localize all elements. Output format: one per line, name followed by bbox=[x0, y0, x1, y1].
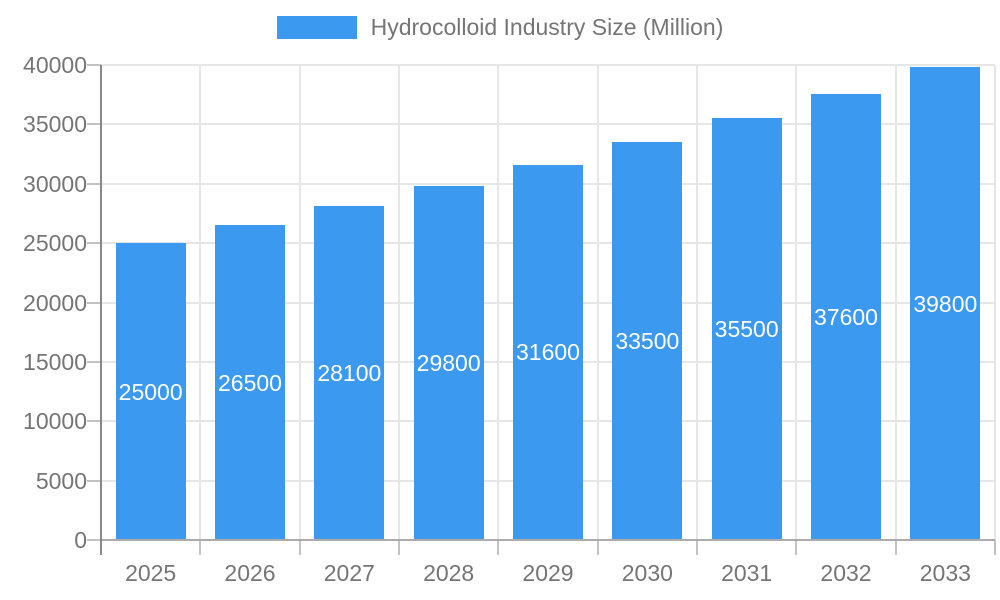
bar-2027[interactable] bbox=[314, 206, 385, 540]
y-axis-tick-label: 40000 bbox=[23, 52, 87, 78]
y-axis-line bbox=[100, 65, 102, 555]
x-axis-tick bbox=[696, 540, 698, 555]
legend-swatch bbox=[276, 16, 357, 39]
x-axis-tick bbox=[298, 540, 301, 555]
x-axis-category-label: 2030 bbox=[621, 560, 673, 586]
x-axis-category-label: 2032 bbox=[820, 560, 872, 586]
y-axis-tick bbox=[87, 420, 101, 423]
x-axis-tick bbox=[497, 540, 500, 555]
y-axis-tick bbox=[87, 479, 101, 482]
y-axis-tick bbox=[87, 360, 101, 363]
bar-value-label: 35500 bbox=[714, 316, 779, 343]
gridline-vertical bbox=[298, 65, 301, 540]
x-axis-line bbox=[101, 539, 995, 541]
x-axis-category-label: 2027 bbox=[323, 560, 375, 586]
y-axis-tick bbox=[87, 301, 101, 304]
legend-label: Hydrocolloid Industry Size (Million) bbox=[370, 14, 724, 40]
bar-value-label: 33500 bbox=[615, 328, 680, 355]
bar-value-label: 29800 bbox=[416, 350, 481, 377]
gridline-vertical bbox=[199, 65, 202, 540]
y-axis-tick-label: 15000 bbox=[23, 348, 87, 375]
y-axis-tick bbox=[87, 242, 101, 245]
x-axis-category-label: 2031 bbox=[721, 560, 773, 586]
gridline-vertical bbox=[497, 65, 500, 540]
bar-2030[interactable] bbox=[612, 142, 683, 540]
gridline-vertical bbox=[596, 65, 599, 540]
bar-2031[interactable] bbox=[711, 118, 782, 540]
x-axis-tick bbox=[795, 540, 798, 555]
bar-value-label: 31600 bbox=[516, 339, 580, 366]
gridline-vertical bbox=[795, 65, 798, 540]
bar-2029[interactable] bbox=[513, 164, 583, 540]
x-axis-tick bbox=[994, 540, 996, 555]
y-axis-tick bbox=[87, 64, 101, 66]
gridline-horizontal bbox=[101, 64, 995, 66]
x-axis-category-label: 2025 bbox=[125, 560, 177, 586]
x-axis-category-label: 2026 bbox=[224, 560, 276, 586]
bar-2033[interactable] bbox=[910, 67, 981, 540]
bar-value-label: 37600 bbox=[814, 303, 878, 330]
y-axis-tick-label: 0 bbox=[74, 527, 87, 553]
x-axis-category-label: 2028 bbox=[423, 560, 475, 586]
y-axis-tick bbox=[87, 182, 101, 185]
y-axis-tick bbox=[87, 539, 101, 541]
x-axis-tick bbox=[596, 540, 599, 555]
bar-2025[interactable] bbox=[115, 243, 186, 540]
bar-value-label: 26500 bbox=[218, 369, 282, 396]
y-axis-tick-label: 20000 bbox=[23, 289, 87, 316]
bar-2026[interactable] bbox=[215, 225, 285, 540]
y-axis-tick bbox=[87, 123, 101, 126]
bar-2032[interactable] bbox=[811, 93, 881, 540]
bar-value-label: 25000 bbox=[118, 378, 183, 405]
y-axis-tick-label: 35000 bbox=[23, 111, 87, 138]
x-axis-tick bbox=[199, 540, 202, 555]
bar-2028[interactable] bbox=[413, 186, 484, 540]
x-axis-category-label: 2029 bbox=[522, 560, 574, 586]
gridline-vertical bbox=[398, 65, 400, 540]
bar-value-label: 39800 bbox=[913, 290, 978, 317]
y-axis-tick-label: 30000 bbox=[23, 170, 87, 197]
x-axis-category-label: 2033 bbox=[919, 560, 971, 586]
x-axis-tick bbox=[894, 540, 897, 555]
bar-value-label: 28100 bbox=[317, 360, 382, 387]
y-axis-tick-label: 10000 bbox=[23, 408, 87, 435]
gridline-vertical bbox=[994, 65, 996, 540]
y-axis-tick-label: 25000 bbox=[23, 230, 87, 257]
x-axis-tick bbox=[398, 540, 400, 555]
gridline-vertical bbox=[696, 65, 698, 540]
gridline-horizontal bbox=[101, 123, 995, 126]
legend[interactable]: Hydrocolloid Industry Size (Million) bbox=[0, 14, 1000, 41]
y-axis-tick-label: 5000 bbox=[35, 467, 87, 494]
gridline-vertical bbox=[894, 65, 897, 540]
